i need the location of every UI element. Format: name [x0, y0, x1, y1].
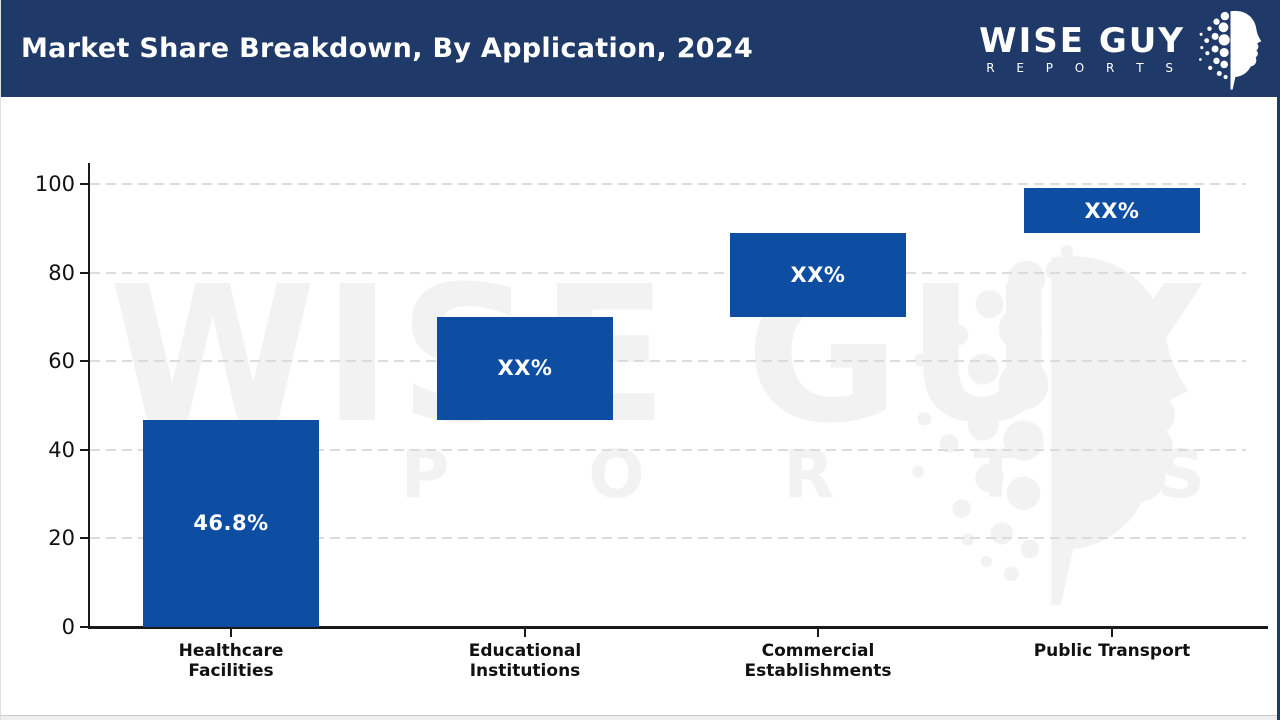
x-category-line: Commercial [761, 641, 875, 661]
x-tick-healthcare-facilities [230, 629, 232, 637]
x-axis-spine [88, 626, 1268, 629]
header-bar: Market Share Breakdown, By Application, … [1, 0, 1277, 97]
x-category-line: Educational [468, 641, 582, 661]
bar-value-label-healthcare-facilities: 46.8% [193, 511, 269, 536]
brand-logo: WISE GUY R E P O R T S [979, 7, 1263, 91]
bottom-rule [1, 715, 1277, 716]
x-tick-commercial-establishments [817, 629, 819, 637]
y-tick-label-100: 100 [34, 172, 75, 196]
gridline-100 [90, 183, 1246, 185]
bar-commercial-establishments: XX% [730, 232, 906, 317]
x-category-label-public-transport: Public Transport [992, 641, 1232, 661]
y-tick-40 [80, 448, 88, 451]
y-tick-label-0: 0 [61, 615, 75, 639]
bar-value-label-public-transport: XX% [1084, 198, 1140, 223]
x-category-line: Public Transport [1033, 641, 1191, 661]
x-tick-public-transport [1111, 629, 1113, 637]
x-category-label-healthcare-facilities: Healthcare Facilities [111, 641, 351, 681]
y-tick-label-20: 20 [48, 526, 75, 551]
bar-value-label-commercial-establishments: XX% [790, 262, 846, 287]
gridline-40 [90, 448, 1246, 451]
y-tick-80 [80, 271, 88, 274]
y-tick-label-40: 40 [48, 437, 75, 462]
x-tick-educational-institutions [524, 629, 526, 637]
y-tick-label-80: 80 [48, 260, 75, 285]
y-axis-spine [88, 163, 90, 628]
wiseguy-head-icon [1199, 10, 1262, 90]
y-tick-60 [80, 360, 88, 363]
gridline-60 [90, 360, 1246, 363]
x-category-line: Facilities [188, 661, 274, 681]
gridline-80 [90, 271, 1246, 274]
bar-educational-institutions: XX% [437, 316, 613, 420]
y-tick-100 [80, 183, 88, 185]
chart-title: Market Share Breakdown, By Application, … [21, 33, 754, 64]
y-tick-0 [80, 626, 88, 628]
bottom-edge [1, 716, 1277, 720]
bar-public-transport: XX% [1024, 188, 1200, 233]
x-category-label-educational-institutions: Educational Institutions [405, 641, 645, 681]
bar-value-label-educational-institutions: XX% [497, 356, 553, 381]
x-category-line: Establishments [744, 661, 892, 681]
brand-subtitle: R E P O R T S [986, 60, 1182, 75]
gridline-20 [90, 537, 1246, 540]
brand-name: WISE GUY [979, 20, 1185, 61]
brand-text: WISE GUY R E P O R T S [979, 24, 1185, 74]
x-category-label-commercial-establishments: Commercial Establishments [698, 641, 938, 681]
x-category-line: Healthcare [178, 641, 284, 661]
y-tick-label-60: 60 [48, 349, 75, 374]
y-tick-20 [80, 537, 88, 540]
bar-healthcare-facilities: 46.8% [143, 419, 319, 627]
x-category-line: Institutions [469, 661, 581, 681]
